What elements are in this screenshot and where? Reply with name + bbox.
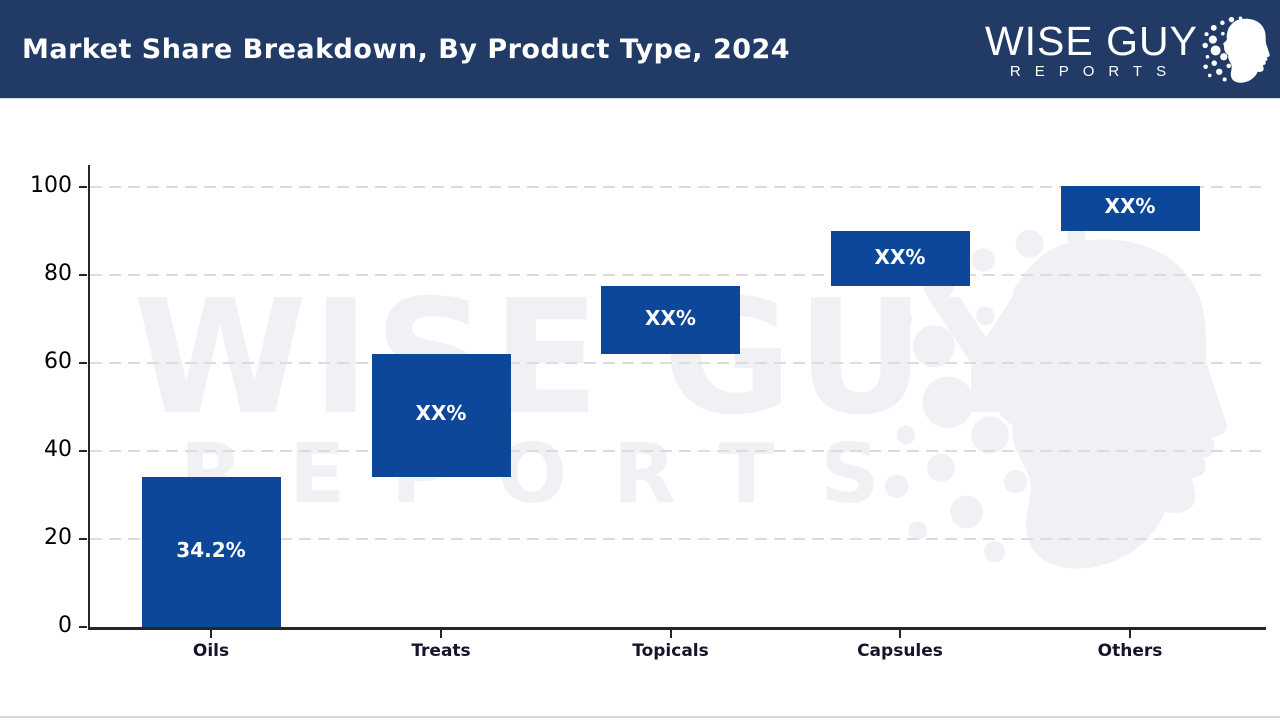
y-axis-tick — [79, 626, 87, 628]
x-axis-tick-oils — [210, 630, 212, 638]
bar-others — [1060, 185, 1200, 231]
x-tick-label-oils: Oils — [192, 641, 230, 661]
gridline — [90, 538, 1266, 540]
y-axis-tick — [79, 450, 87, 452]
bar-value-label-oils: 34.2% — [176, 537, 246, 562]
y-tick-label: 0 — [58, 613, 72, 638]
x-axis-tick-topicals — [669, 630, 672, 638]
logo-head-icon — [1202, 11, 1270, 89]
header-bar: Market Share Breakdown, By Product Type,… — [0, 0, 1280, 99]
y-axis-tick — [79, 538, 87, 540]
gridline — [90, 274, 1266, 276]
wise-guy-logo: WISE GUY REPORTS — [985, 8, 1270, 92]
x-tick-label-capsules: Capsules — [857, 641, 943, 661]
bar-value-label-topicals: XX% — [645, 306, 696, 331]
y-tick-label: 60 — [44, 349, 72, 374]
logo-text: WISE GUY REPORTS — [985, 19, 1198, 81]
x-axis-tick-treats — [440, 630, 442, 638]
bar-value-label-treats: XX% — [415, 401, 467, 426]
y-tick-label: 20 — [44, 525, 72, 550]
page-title: Market Share Breakdown, By Product Type,… — [22, 33, 791, 65]
bar-value-label-others: XX% — [1104, 194, 1156, 219]
y-tick-label: 100 — [30, 173, 72, 198]
gridline — [90, 186, 1266, 188]
watermark-text-reports: REPORTS — [180, 427, 926, 522]
logo-subtitle: REPORTS — [1009, 63, 1181, 80]
y-axis-tick — [79, 186, 87, 188]
y-tick-label: 80 — [44, 261, 72, 286]
bar-capsules — [830, 231, 970, 286]
bar-value-label-capsules: XX% — [874, 244, 926, 269]
x-tick-label-others: Others — [1097, 641, 1163, 661]
x-tick-label-topicals: Topicals — [632, 641, 709, 661]
x-axis-tick-others — [1129, 630, 1131, 638]
gridline — [90, 450, 1266, 452]
gridline — [90, 362, 1266, 364]
logo-wordmark: WISE GUY — [984, 18, 1198, 64]
watermark-text-wiseguy: WISE GUY — [133, 266, 1048, 450]
y-axis-tick — [79, 274, 87, 276]
bar-oils — [141, 476, 281, 627]
footer-divider — [0, 716, 1280, 718]
y-axis-tick — [79, 362, 87, 364]
y-axis — [88, 165, 90, 630]
x-tick-label-treats: Treats — [411, 641, 471, 661]
bar-topicals — [601, 286, 740, 355]
y-tick-label: 40 — [44, 437, 72, 462]
x-axis-tick-capsules — [899, 630, 901, 638]
x-axis — [88, 627, 1266, 630]
bar-treats — [371, 354, 511, 477]
